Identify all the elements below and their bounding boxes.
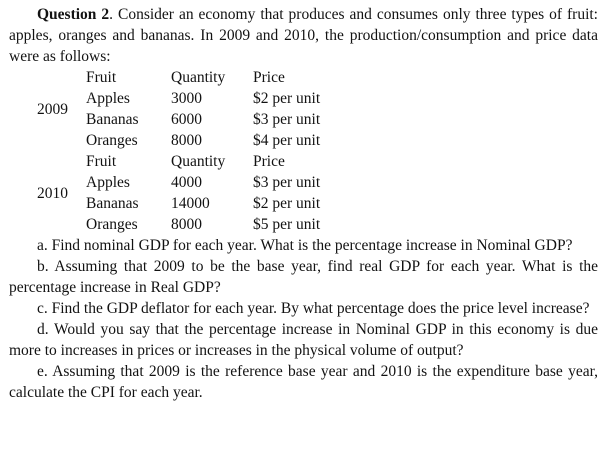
price-cell: $3 per unit	[253, 111, 321, 128]
table-row: Oranges 8000 $5 per unit	[86, 214, 598, 235]
price-cell: $5 per unit	[253, 216, 321, 233]
fruit-cell: Apples	[86, 174, 130, 191]
question-part-c: c. Find the GDP deflator for each year. …	[37, 300, 590, 317]
table-header-row: Fruit Quantity Price	[86, 67, 598, 88]
year-column: 2010	[9, 151, 86, 235]
table-row: Apples 3000 $2 per unit	[86, 88, 598, 109]
col-header-fruit: Fruit	[86, 69, 117, 86]
fruit-cell: Bananas	[86, 111, 139, 128]
col-header-quantity: Quantity	[171, 69, 226, 86]
table-group-2010: 2010 Fruit Quantity Price Apples 4000 $3…	[9, 151, 598, 235]
question-intro-text: . Consider an economy that produces and …	[9, 6, 598, 65]
price-cell: $2 per unit	[253, 195, 321, 212]
question-part-b: b. Assuming that 2009 to be the base yea…	[9, 258, 598, 296]
table-header-row: Fruit Quantity Price	[86, 151, 598, 172]
col-header-quantity: Quantity	[171, 153, 226, 170]
table-row: Apples 4000 $3 per unit	[86, 172, 598, 193]
fruit-cell: Bananas	[86, 195, 139, 212]
question-label: Question 2	[37, 6, 110, 23]
fruit-cell: Apples	[86, 90, 130, 107]
table-row: Bananas 14000 $2 per unit	[86, 193, 598, 214]
col-header-price: Price	[253, 69, 285, 86]
col-header-fruit: Fruit	[86, 153, 117, 170]
fruit-cell: Oranges	[86, 132, 138, 149]
price-cell: $4 per unit	[253, 132, 321, 149]
price-cell: $2 per unit	[253, 90, 321, 107]
table-group-2009: 2009 Fruit Quantity Price Apples 3000 $2…	[9, 67, 598, 151]
year-label: 2009	[37, 100, 68, 118]
quantity-cell: 8000	[171, 132, 202, 149]
table-rows-2009: Fruit Quantity Price Apples 3000 $2 per …	[86, 67, 598, 151]
year-label: 2010	[37, 184, 68, 202]
price-cell: $3 per unit	[253, 174, 321, 191]
fruit-cell: Oranges	[86, 216, 138, 233]
table-row: Bananas 6000 $3 per unit	[86, 109, 598, 130]
quantity-cell: 6000	[171, 111, 202, 128]
quantity-cell: 14000	[171, 195, 210, 212]
question-intro: Question 2. Consider an economy that pro…	[9, 4, 598, 67]
col-header-price: Price	[253, 153, 285, 170]
quantity-cell: 4000	[171, 174, 202, 191]
table-row: Oranges 8000 $4 per unit	[86, 130, 598, 151]
question-part-d: d. Would you say that the percentage inc…	[9, 321, 598, 359]
document-page: Question 2. Consider an economy that pro…	[9, 4, 598, 401]
table-rows-2010: Fruit Quantity Price Apples 4000 $3 per …	[86, 151, 598, 235]
quantity-cell: 3000	[171, 90, 202, 107]
quantity-cell: 8000	[171, 216, 202, 233]
data-table: 2009 Fruit Quantity Price Apples 3000 $2…	[9, 67, 598, 235]
year-column: 2009	[9, 67, 86, 151]
question-part-e: e. Assuming that 2009 is the reference b…	[9, 363, 598, 401]
question-part-a: a. Find nominal GDP for each year. What …	[37, 237, 573, 254]
